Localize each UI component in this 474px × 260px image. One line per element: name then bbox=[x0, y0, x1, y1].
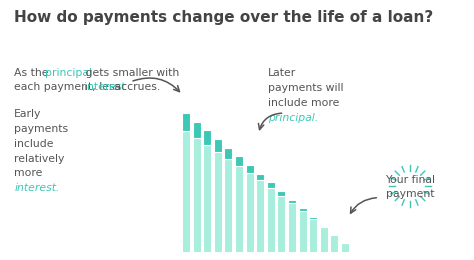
Bar bbox=[256, 180, 264, 252]
Text: include: include bbox=[14, 139, 54, 149]
Text: relatively: relatively bbox=[14, 154, 64, 164]
Bar bbox=[299, 211, 307, 252]
Bar bbox=[192, 122, 201, 138]
Bar bbox=[309, 217, 317, 219]
Text: payments: payments bbox=[14, 124, 68, 134]
Text: payments will: payments will bbox=[268, 83, 343, 93]
Bar bbox=[246, 165, 254, 173]
Text: include more: include more bbox=[268, 98, 339, 108]
Bar bbox=[182, 131, 190, 252]
Bar bbox=[267, 188, 275, 252]
Text: Later: Later bbox=[268, 68, 296, 77]
Text: interest.: interest. bbox=[14, 183, 60, 193]
Bar bbox=[203, 130, 211, 145]
Bar bbox=[341, 243, 349, 252]
Bar bbox=[224, 159, 232, 252]
Bar bbox=[277, 196, 285, 252]
Bar bbox=[235, 156, 243, 166]
Bar bbox=[277, 191, 285, 196]
Bar bbox=[203, 145, 211, 252]
Text: As the: As the bbox=[14, 68, 52, 77]
Bar bbox=[320, 226, 328, 227]
Bar bbox=[330, 235, 338, 252]
Bar bbox=[224, 148, 232, 159]
Text: principal: principal bbox=[45, 68, 92, 77]
Text: interest: interest bbox=[84, 82, 126, 92]
Bar bbox=[182, 113, 190, 131]
Bar bbox=[267, 182, 275, 188]
Text: Your final: Your final bbox=[385, 175, 435, 185]
Text: more: more bbox=[14, 168, 43, 178]
Text: How do payments change over the life of a loan?: How do payments change over the life of … bbox=[14, 10, 433, 25]
Bar bbox=[192, 138, 201, 252]
Text: Early: Early bbox=[14, 109, 42, 119]
Bar bbox=[246, 173, 254, 252]
Bar bbox=[235, 166, 243, 252]
Bar bbox=[256, 174, 264, 180]
Bar bbox=[299, 209, 307, 211]
Text: each payment, less: each payment, less bbox=[14, 82, 124, 92]
Bar bbox=[320, 227, 328, 252]
Text: gets smaller with: gets smaller with bbox=[82, 68, 179, 77]
Bar bbox=[214, 139, 222, 152]
Text: principal.: principal. bbox=[268, 113, 318, 123]
Bar bbox=[288, 203, 296, 252]
Bar bbox=[288, 200, 296, 203]
Text: accrues.: accrues. bbox=[111, 82, 160, 92]
Bar bbox=[214, 152, 222, 252]
Bar bbox=[309, 219, 317, 252]
Text: payment: payment bbox=[386, 189, 434, 199]
